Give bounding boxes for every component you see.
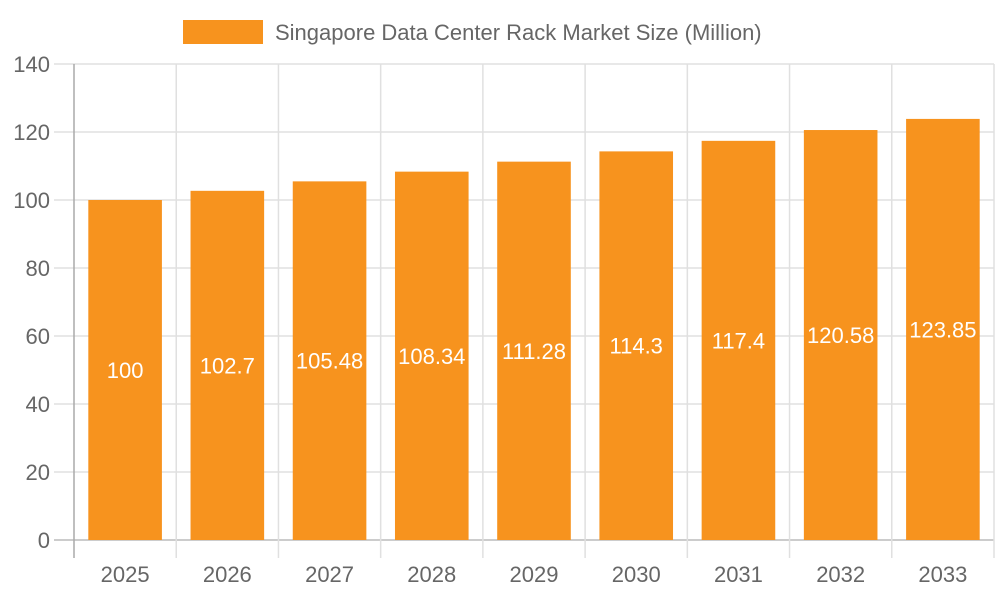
y-tick-label: 60 [26,324,50,349]
y-tick-label: 0 [38,528,50,553]
bar-2027[interactable] [292,181,367,541]
y-tick-label: 140 [13,52,50,77]
x-tick-label: 2032 [816,562,865,587]
y-tick-label: 40 [26,392,50,417]
bar-2028[interactable] [394,171,469,541]
data-label-2032: 120.58 [807,323,874,348]
data-label-2025: 100 [107,358,144,383]
bar-2033[interactable] [906,118,980,540]
bar-2032[interactable] [803,130,878,540]
legend[interactable]: Singapore Data Center Rack Market Size (… [183,20,762,45]
x-tick-label: 2030 [612,562,661,587]
bar-2025[interactable] [88,200,162,540]
x-tick-label: 2033 [918,562,967,587]
x-tick-label: 2026 [203,562,252,587]
x-tick-label: 2029 [510,562,559,587]
bar-2026[interactable] [190,190,265,540]
bar-2031[interactable] [701,140,776,540]
data-label-2030: 114.3 [610,334,663,359]
y-tick-label: 120 [13,120,50,145]
x-tick-label: 2025 [101,562,150,587]
legend-label: Singapore Data Center Rack Market Size (… [275,20,762,45]
y-tick-label: 100 [13,188,50,213]
y-tick-label: 80 [26,256,50,281]
data-label-2031: 117.4 [712,328,765,353]
data-label-2027: 105.48 [296,349,363,374]
legend-swatch [183,20,263,44]
x-tick-label: 2031 [714,562,763,587]
data-label-2033: 123.85 [909,317,976,342]
data-label-2028: 108.34 [398,344,465,369]
bars: 100 102.7 105.48 108.34 111.28 114.3 117.4 120.… [88,118,980,541]
data-label-2026: 102.7 [200,353,255,378]
data-label-2029: 111.28 [502,339,566,364]
bar-2029[interactable] [497,161,571,540]
axes: 0 20 40 60 80 100 120 140 2025 2026 2027 2028 2029 20… [13,52,967,587]
x-tick-label: 2027 [305,562,354,587]
bar-2030[interactable] [599,151,674,540]
y-tick-label: 20 [26,460,50,485]
x-tick-label: 2028 [407,562,456,587]
